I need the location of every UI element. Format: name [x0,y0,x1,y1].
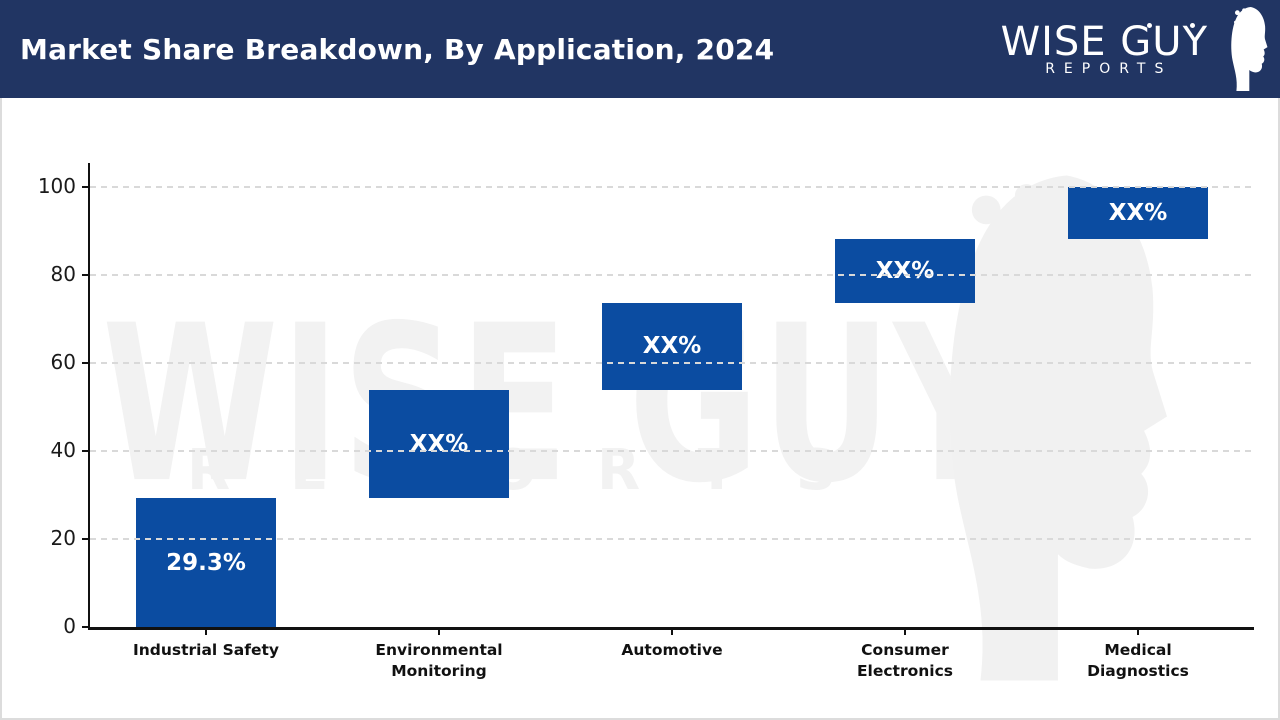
bar-environmental-monitoring: XX% [369,389,509,499]
bar-consumer-electronics: XX% [835,238,975,304]
watermark-wordmark: WISE GUY [102,278,1012,531]
y-axis-tick [82,626,90,628]
chart-area: WISE GUY REPORTS 0 20 40 60 80 100 29.3% Indust… [0,98,1280,720]
logo-dot-accent [1190,23,1195,28]
y-axis-tick [82,538,90,540]
y-axis-tick-label: 60 [50,350,76,374]
y-axis-tick [82,274,90,276]
y-axis-tick-label: 0 [63,614,76,638]
y-axis-tick-label: 40 [50,438,76,462]
bar-value-label: XX% [1108,199,1168,226]
x-axis-tick [1137,627,1139,635]
x-axis-category-label: Automotive [621,641,723,659]
bar-automotive: XX% [602,303,742,390]
bar-value-label: XX% [875,258,935,285]
gridline [90,274,1254,276]
header-banner: Market Share Breakdown, By Application, … [0,0,1280,98]
y-axis-tick-label: 80 [50,262,76,286]
y-axis-tick [82,362,90,364]
gridline [90,450,1254,452]
x-axis-category-label: Consumer Electronics [856,641,954,680]
x-axis-category-label: Industrial Safety [132,641,280,659]
x-axis-tick [904,627,906,635]
x-axis-tick [205,627,207,635]
logo-text: WISE GUY REPORTS [1001,21,1208,77]
y-axis-tick-label: 100 [37,174,76,198]
bar-value-label: 29.3% [166,549,246,576]
bar-medical-diagnostics: XX% [1068,187,1208,239]
x-axis-category-label: Environmental Monitoring [375,641,503,680]
logo-head-icon [1212,6,1268,92]
y-axis-tick [82,186,90,188]
wiseguy-logo: WISE GUY REPORTS [1001,5,1268,93]
x-axis-tick [671,627,673,635]
bar-value-label: XX% [642,333,702,360]
y-axis-tick-label: 20 [50,526,76,550]
chart-title: Market Share Breakdown, By Application, … [20,32,775,66]
x-axis-category-label: Medical Diagnostics [1087,641,1189,680]
gridline [90,538,1254,540]
bar-industrial-safety: 29.3% [136,498,276,627]
y-axis-line [88,163,90,630]
gridline [90,362,1254,364]
logo-subtitle: REPORTS [1045,61,1173,77]
logo-wordmark: WISE GUY [1000,19,1208,65]
x-axis-tick [438,627,440,635]
logo-dot-accent [1147,23,1152,28]
y-axis-tick [82,450,90,452]
watermark-subtitle: REPORTS [187,438,897,503]
gridline [90,186,1254,188]
bar-value-label: XX% [409,430,469,457]
